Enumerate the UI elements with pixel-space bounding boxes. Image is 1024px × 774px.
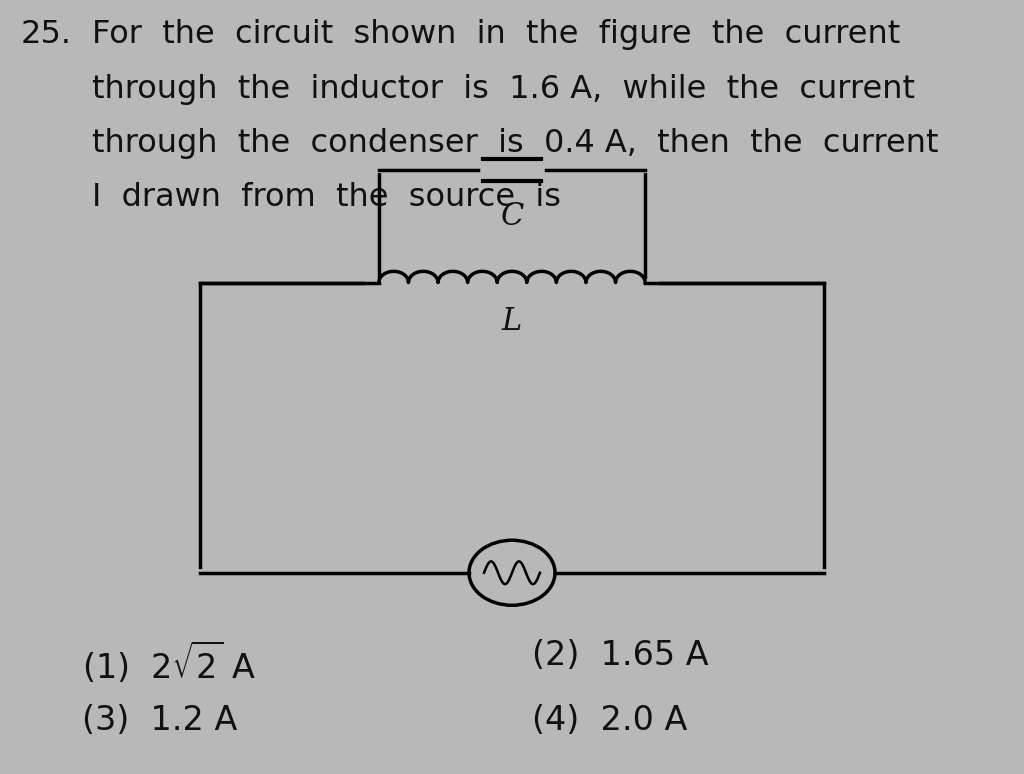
- Bar: [379, 170, 645, 283]
- Text: 25.: 25.: [20, 19, 72, 50]
- Text: C: C: [501, 201, 523, 232]
- Text: (1)  $2\sqrt{2}$ A: (1) $2\sqrt{2}$ A: [82, 639, 256, 684]
- Text: L: L: [502, 306, 522, 337]
- Text: (4)  2.0 A: (4) 2.0 A: [532, 704, 688, 738]
- Text: For  the  circuit  shown  in  the  figure  the  current: For the circuit shown in the figure the …: [92, 19, 900, 50]
- Bar: [200, 283, 824, 573]
- Text: through  the  inductor  is  1.6 A,  while  the  current: through the inductor is 1.6 A, while the…: [92, 74, 915, 104]
- Text: (2)  1.65 A: (2) 1.65 A: [532, 639, 709, 672]
- Text: through  the  condenser  is  0.4 A,  then  the  current: through the condenser is 0.4 A, then the…: [92, 128, 939, 159]
- Text: (3)  1.2 A: (3) 1.2 A: [82, 704, 238, 738]
- Text: I  drawn  from  the  source  is: I drawn from the source is: [92, 182, 561, 213]
